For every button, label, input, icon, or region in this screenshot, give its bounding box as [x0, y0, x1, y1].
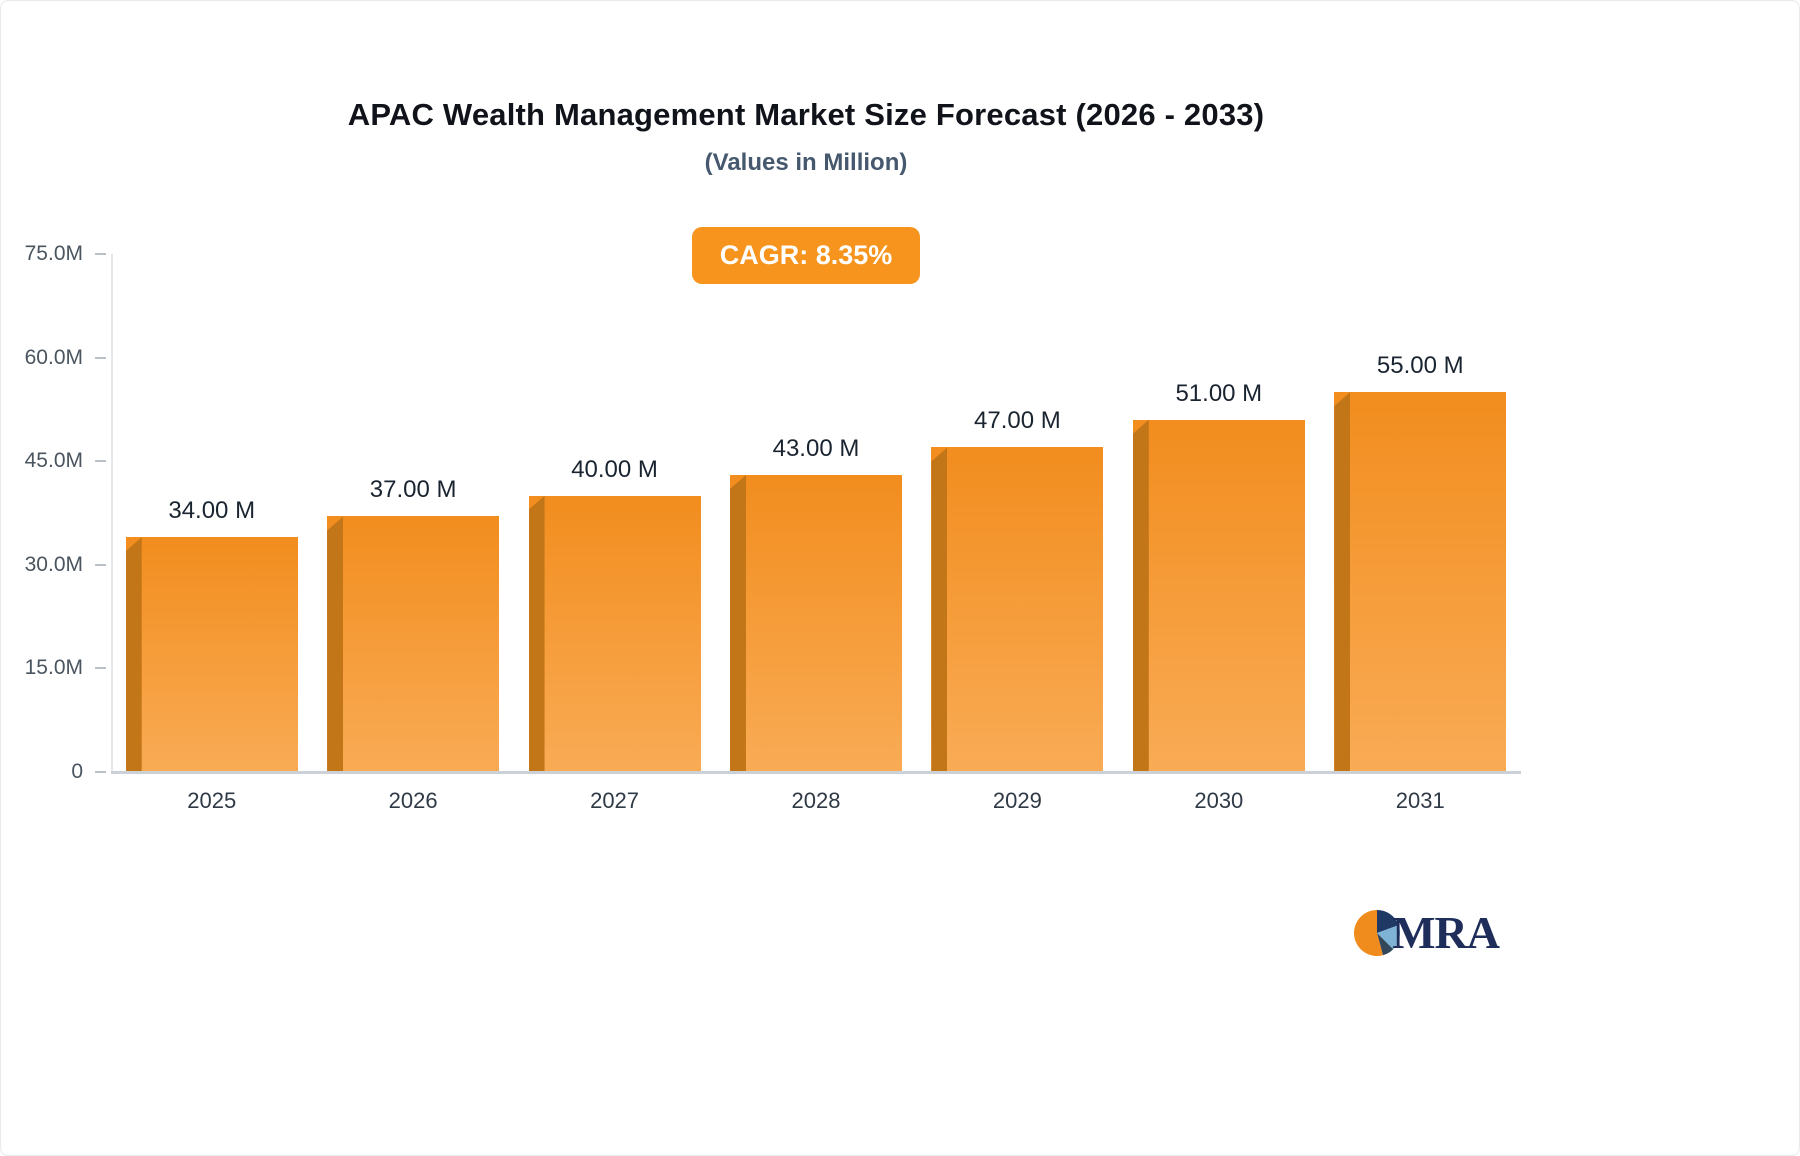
bars-row: 34.00 M 2025 37.00 M 2026 40.00 M 2027 43.00 M…: [111, 254, 1521, 813]
bar-value-label: 43.00 M: [772, 435, 860, 463]
bar-value-label: 40.00 M: [571, 455, 658, 483]
bar: 51.00 M: [1132, 380, 1305, 772]
bar-value-label: 34.00 M: [168, 497, 256, 525]
x-axis-label: 2031: [1395, 788, 1445, 813]
x-axis-line: [111, 771, 1521, 774]
x-axis-label: 2027: [590, 788, 640, 813]
x-axis-label: 2030: [1194, 788, 1244, 813]
bar-value-label: 51.00 M: [1175, 379, 1263, 407]
x-axis-label: 2029: [992, 788, 1042, 813]
bar: 34.00 M: [125, 497, 298, 772]
brand-logo: MRA: [1354, 906, 1500, 959]
brand-pie-icon: [1354, 909, 1401, 956]
bar: 40.00 M: [528, 456, 701, 772]
y-tick-label: 15.0M: [24, 656, 83, 680]
bar-group: 34.00 M 2025: [111, 254, 312, 813]
cagr-badge-wrap: CAGR: 8.35%: [1, 227, 1611, 284]
bar-group: 43.00 M 2028: [715, 254, 916, 813]
bar: 55.00 M: [1334, 352, 1507, 772]
y-tick-label: 45.0M: [24, 449, 83, 473]
y-tick-mark: [95, 563, 106, 566]
y-tick-mark: [95, 771, 106, 773]
brand-name: MRA: [1392, 907, 1500, 958]
plot-area: 75.0M 60.0M 45.0M 30.0M 15.0M 0 34.00 M 2025 37…: [25, 242, 1521, 813]
x-axis-label: 2028: [791, 788, 841, 813]
bar: 47.00 M: [931, 407, 1104, 772]
bar-group: 40.00 M 2027: [514, 254, 715, 813]
y-tick-label: 75.0M: [24, 242, 83, 265]
y-tick-label: 0: [71, 760, 83, 783]
y-tick-mark: [95, 460, 106, 463]
chart-title: APAC Wealth Management Market Size Forec…: [347, 97, 1265, 132]
chart-subtitle: (Values in Million): [704, 149, 908, 176]
bar-group: 37.00 M 2026: [312, 254, 513, 813]
y-tick-mark: [95, 356, 106, 359]
x-axis-label: 2025: [187, 788, 237, 813]
bar: 37.00 M: [327, 476, 500, 772]
y-tick-mark: [95, 253, 106, 255]
y-tick-label: 30.0M: [24, 552, 83, 576]
bar: 43.00 M: [729, 435, 902, 772]
x-axis-label: 2026: [388, 788, 438, 813]
bar-value-label: 55.00 M: [1376, 352, 1464, 380]
y-tick-label: 60.0M: [24, 345, 83, 369]
y-tick-mark: [95, 667, 106, 670]
bar-group: 51.00 M 2030: [1118, 254, 1319, 813]
bar-group: 55.00 M 2031: [1320, 254, 1521, 813]
bar-value-label: 47.00 M: [974, 407, 1061, 435]
cagr-badge: CAGR: 8.35%: [691, 227, 921, 284]
y-axis-line: [111, 254, 113, 772]
bar-group: 47.00 M 2029: [917, 254, 1118, 813]
bar-value-label: 37.00 M: [369, 476, 457, 504]
